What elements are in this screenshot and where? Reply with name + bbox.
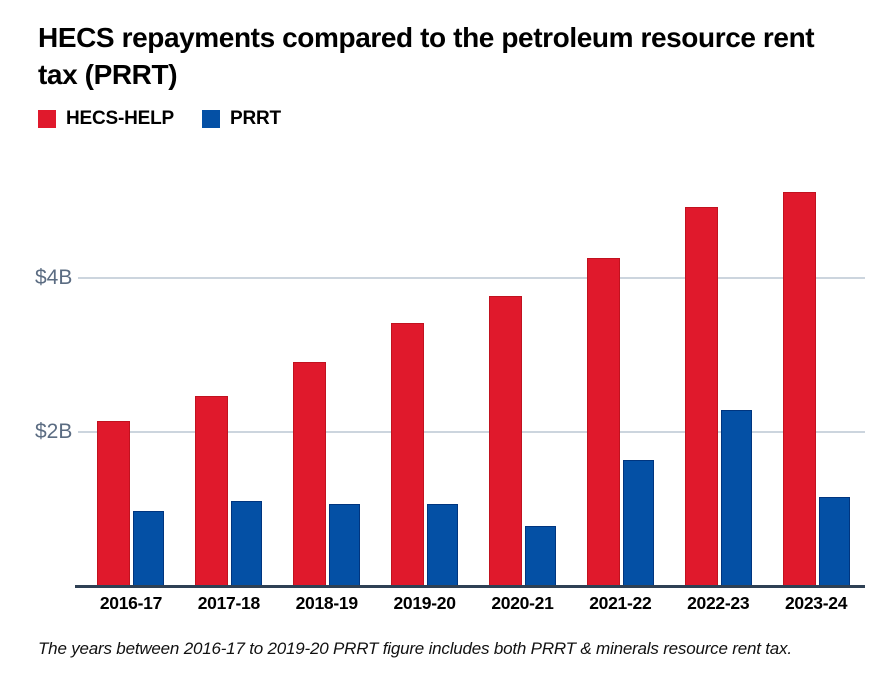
x-axis-labels: 2016-17 2017-18 2018-19 2019-20 2020-21 2021-… xyxy=(82,593,865,614)
ytick-label--2b: $2B xyxy=(35,419,73,443)
bar-hecs-help-2017-18 xyxy=(195,395,229,586)
xlabel-2018-19: 2018-19 xyxy=(295,593,358,613)
bar-hecs-help-2021-22 xyxy=(586,257,620,586)
xlabel-2016-17: 2016-17 xyxy=(99,593,162,613)
bar-group-2017-18 xyxy=(180,170,278,586)
legend-item-prrt: PRRT xyxy=(202,108,281,130)
bar-hecs-help-2020-21 xyxy=(488,296,522,586)
bar-group-2021-22 xyxy=(571,170,669,586)
bar-prrt-2022-23 xyxy=(720,410,752,586)
legend-label: PRRT xyxy=(230,108,281,129)
xlabel-2019-20: 2019-20 xyxy=(393,593,456,613)
gridline--4b xyxy=(78,276,865,279)
xlabel-2021-22: 2021-22 xyxy=(589,593,652,613)
bar-prrt-2023-24 xyxy=(818,496,850,586)
x-axis-line xyxy=(75,585,865,588)
bar-prrt-2017-18 xyxy=(231,501,263,586)
chart-legend: HECS-HELP PRRT xyxy=(38,108,281,130)
bar-hecs-help-2023-24 xyxy=(782,192,816,586)
legend-label: HECS-HELP xyxy=(66,108,174,129)
ytick-label--4b: $4B xyxy=(35,265,73,289)
bar-hecs-help-2022-23 xyxy=(684,207,718,586)
bar-prrt-2019-20 xyxy=(427,504,459,586)
bar-group-2020-21 xyxy=(474,170,572,586)
bar-group-2023-24 xyxy=(767,170,865,586)
legend-swatch-hecs-help xyxy=(38,110,56,128)
bar-prrt-2020-21 xyxy=(524,525,556,586)
xlabel-2020-21: 2020-21 xyxy=(491,593,554,613)
bar-group-2022-23 xyxy=(669,170,767,586)
chart-footnote: The years between 2016-17 to 2019-20 PRR… xyxy=(38,639,792,658)
legend-item-hecs-help: HECS-HELP xyxy=(38,108,174,130)
xlabel-2022-23: 2022-23 xyxy=(687,593,750,613)
xlabel-2023-24: 2023-24 xyxy=(785,593,848,613)
bar-prrt-2018-19 xyxy=(329,504,361,586)
gridline--2b xyxy=(78,430,865,433)
plot-area xyxy=(82,170,865,586)
bar-group-2016-17 xyxy=(82,170,180,586)
legend-swatch-prrt xyxy=(202,110,220,128)
bar-hecs-help-2019-20 xyxy=(391,323,425,586)
bar-prrt-2016-17 xyxy=(133,510,165,586)
bar-prrt-2021-22 xyxy=(622,459,654,586)
chart-title: HECS repayments compared to the petroleu… xyxy=(38,22,815,90)
bar-group-2019-20 xyxy=(376,170,474,586)
bar-group-2018-19 xyxy=(278,170,376,586)
xlabel-2017-18: 2017-18 xyxy=(197,593,260,613)
bar-hecs-help-2016-17 xyxy=(97,421,131,586)
bar-hecs-help-2018-19 xyxy=(293,361,327,586)
